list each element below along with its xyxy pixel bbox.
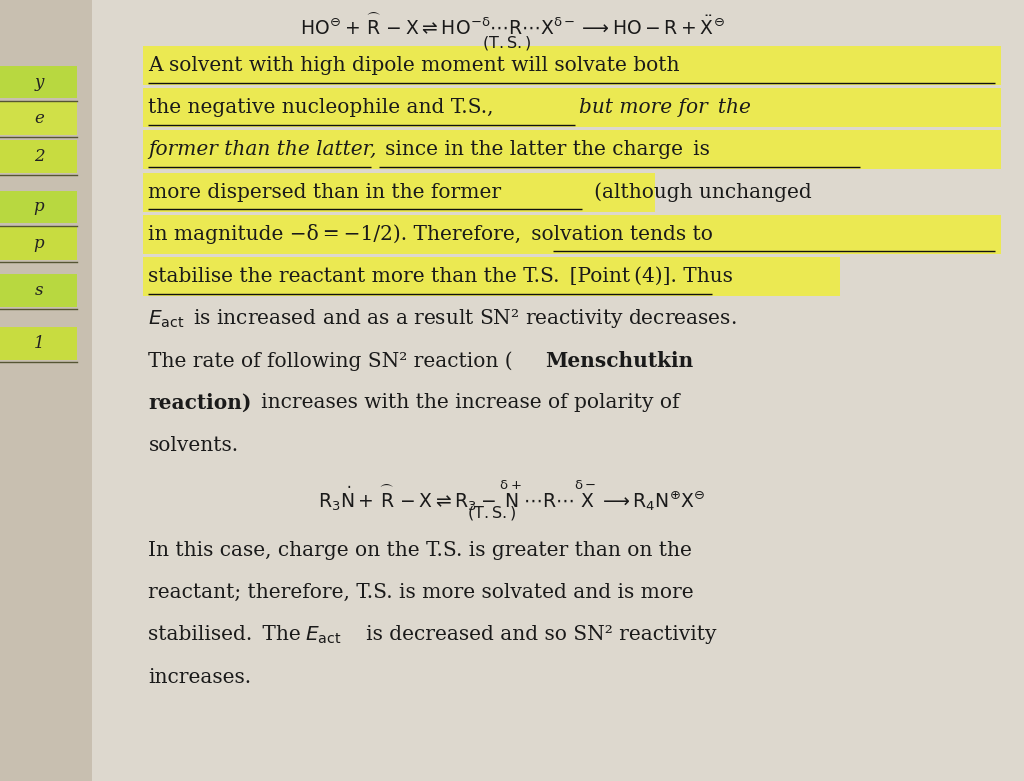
Text: p: p [34,235,44,252]
Text: since in the latter the charge is: since in the latter the charge is [375,141,710,159]
Bar [143,215,1001,254]
Text: $\mathrm{(T.S.)}$: $\mathrm{(T.S.)}$ [482,34,531,52]
Text: s: s [35,282,43,299]
Text: stabilise the reactant more than the T.S. [Point (4)]. Thus: stabilise the reactant more than the T.S… [148,267,733,286]
Bar [143,257,840,296]
Bar [0,327,77,360]
Text: 1: 1 [34,335,44,352]
Text: e: e [34,110,44,127]
Text: the negative nucleophile and T.S.,: the negative nucleophile and T.S., [148,98,504,117]
Text: y: y [34,73,44,91]
Bar [143,88,1001,127]
Text: but more for the: but more for the [579,98,751,117]
Text: (although unchanged: (although unchanged [584,182,811,202]
Bar [0,140,77,173]
Text: increases with the increase of polarity of: increases with the increase of polarity … [251,394,679,412]
Bar [143,46,1001,85]
Text: $E_{\mathrm{act}}$ is increased and as a result SN² reactivity decreases.: $E_{\mathrm{act}}$ is increased and as a… [148,307,737,330]
Bar [0,274,77,307]
Bar [0,66,77,98]
Text: former than the latter,: former than the latter, [148,141,377,159]
Text: $\mathrm{(T.S.)}$: $\mathrm{(T.S.)}$ [467,504,516,522]
Text: in magnitude −δ = −1/2). Therefore, solvation tends to: in magnitude −δ = −1/2). Therefore, solv… [148,224,714,244]
Text: Menschutkin: Menschutkin [545,351,693,371]
Text: $\mathrm{R_3\dot{N}+\overset{\frown}{R}-X \rightleftharpoons R_3-\overset{\delta: $\mathrm{R_3\dot{N}+\overset{\frown}{R}-… [318,479,706,513]
Bar [143,130,1001,169]
Text: increases.: increases. [148,668,252,686]
Text: reaction): reaction) [148,393,252,413]
Text: 2: 2 [34,148,44,165]
Text: stabilised. The: stabilised. The [148,626,311,644]
Bar [0,102,77,135]
Text: In this case, charge on the T.S. is greater than on the: In this case, charge on the T.S. is grea… [148,541,692,560]
Bar [143,173,655,212]
Text: The rate of following SN² reaction (: The rate of following SN² reaction ( [148,351,517,371]
Bar [0,227,77,260]
Text: is decreased and so SN² reactivity: is decreased and so SN² reactivity [356,626,717,644]
Text: more dispersed than in the former: more dispersed than in the former [148,183,502,201]
Text: solvents.: solvents. [148,436,239,455]
Text: $E_{\mathrm{act}}$: $E_{\mathrm{act}}$ [305,624,341,646]
Text: p: p [34,198,44,216]
Text: $\mathrm{HO^{\ominus}+\overset{\frown}{R}-X \rightleftharpoons HO^{-\delta}{\cdo: $\mathrm{HO^{\ominus}+\overset{\frown}{R… [300,12,724,39]
Bar [0,191,77,223]
Text: reactant; therefore, T.S. is more solvated and is more: reactant; therefore, T.S. is more solvat… [148,583,694,602]
Text: A solvent with high dipole moment will solvate both: A solvent with high dipole moment will s… [148,56,680,75]
